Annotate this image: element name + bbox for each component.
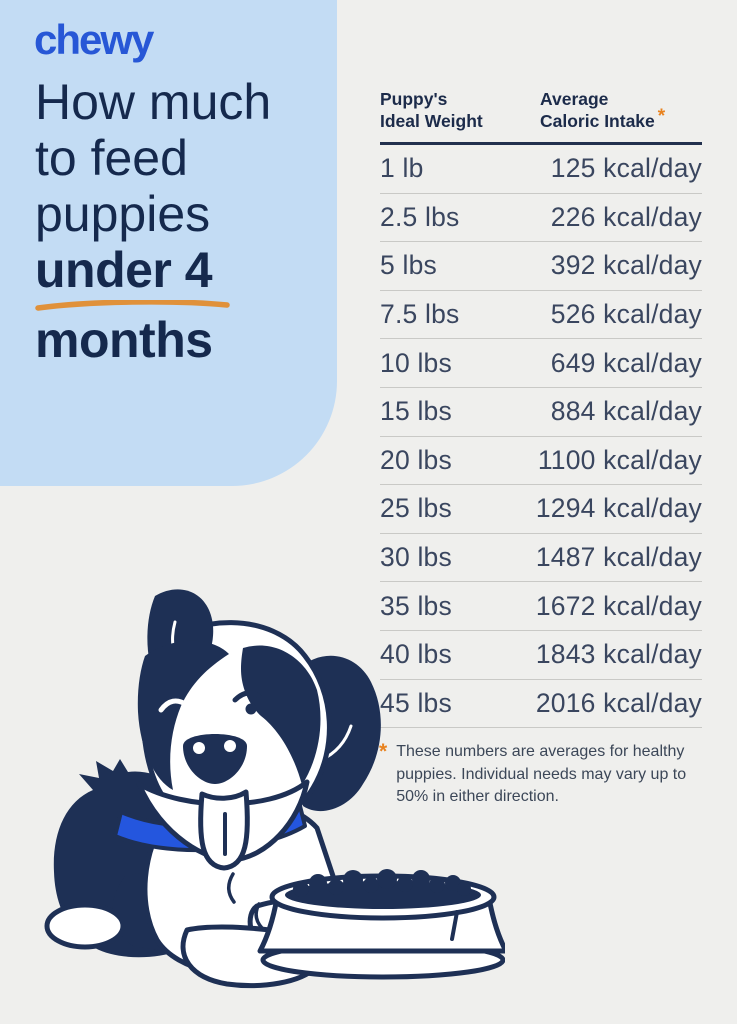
table-row: 1 lb 125 kcal/day xyxy=(380,145,702,194)
calories-cell: 526 kcal/day xyxy=(550,299,702,330)
table-row: 35 lbs 1672 kcal/day xyxy=(380,582,702,631)
asterisk-icon: * xyxy=(379,740,388,763)
weight-table-rows: 1 lb 125 kcal/day 2.5 lbs 226 kcal/day 5 lbs… xyxy=(380,145,702,729)
dog-left-eye xyxy=(158,698,190,713)
calories-cell: 649 kcal/day xyxy=(550,347,702,378)
calories-cell: 392 kcal/day xyxy=(550,250,702,281)
weight-cell: 10 lbs xyxy=(380,347,452,378)
title-line-3: puppies xyxy=(35,186,211,242)
table-row: 20 lbs 1100 kcal/day xyxy=(380,437,702,486)
title-line-4: under 4 xyxy=(35,242,213,298)
title-line-2: to feed xyxy=(35,130,188,186)
calories-cell: 884 kcal/day xyxy=(550,396,702,427)
table-row: 25 lbs 1294 kcal/day xyxy=(380,485,702,534)
calories-cell: 1100 kcal/day xyxy=(537,444,702,475)
title-line-1: How much xyxy=(35,74,272,130)
weight-table: Puppy's Ideal Weight Average Caloric Int… xyxy=(380,88,702,729)
table-row: 30 lbs 1487 kcal/day xyxy=(380,534,702,583)
footnote-text: These numbers are averages for healthy p… xyxy=(396,743,687,805)
column-header-weight: Puppy's Ideal Weight xyxy=(380,89,483,131)
weight-cell: 40 lbs xyxy=(380,639,452,670)
weight-cell: 20 lbs xyxy=(380,444,452,475)
page-title: How much to feed puppies under 4 months xyxy=(35,74,271,368)
weight-cell: 1 lb xyxy=(380,153,424,184)
weight-cell: 15 lbs xyxy=(380,396,452,427)
calories-cell: 125 kcal/day xyxy=(550,153,702,184)
kibble xyxy=(285,869,481,909)
table-row: 7.5 lbs 526 kcal/day xyxy=(380,291,702,340)
food-bowl xyxy=(257,869,505,980)
table-row: 45 lbs 2016 kcal/day xyxy=(380,680,702,729)
dog-right-eye xyxy=(232,690,264,703)
calories-cell: 2016 kcal/day xyxy=(535,687,702,718)
title-panel xyxy=(0,0,337,486)
calories-cell: 226 kcal/day xyxy=(550,201,702,232)
puppy-illustration xyxy=(44,589,505,989)
dog-head xyxy=(136,589,381,871)
table-header: Puppy's Ideal Weight Average Caloric Int… xyxy=(380,88,702,133)
table-row: 10 lbs 649 kcal/day xyxy=(380,339,702,388)
weight-cell: 7.5 lbs xyxy=(380,299,460,330)
footnote: * These numbers are averages for healthy… xyxy=(379,741,692,809)
weight-cell: 35 lbs xyxy=(380,590,452,621)
calories-cell: 1487 kcal/day xyxy=(535,542,702,573)
weight-cell: 2.5 lbs xyxy=(380,201,460,232)
table-row: 15 lbs 884 kcal/day xyxy=(380,388,702,437)
table-row: 40 lbs 1843 kcal/day xyxy=(380,631,702,680)
weight-cell: 25 lbs xyxy=(380,493,452,524)
weight-cell: 5 lbs xyxy=(380,250,437,281)
table-row: 5 lbs 392 kcal/day xyxy=(380,242,702,291)
dog-body xyxy=(44,759,378,989)
weight-cell: 45 lbs xyxy=(380,687,452,718)
calories-cell: 1672 kcal/day xyxy=(535,590,702,621)
calories-cell: 1843 kcal/day xyxy=(535,639,702,670)
chewy-logo: chewy xyxy=(34,16,154,63)
table-row: 2.5 lbs 226 kcal/day xyxy=(380,194,702,243)
column-header-calories: Average Caloric Intake * xyxy=(540,89,666,131)
header-rule xyxy=(380,142,702,145)
weight-cell: 30 lbs xyxy=(380,542,452,573)
title-line-5: months xyxy=(35,312,213,368)
orange-underline xyxy=(35,300,230,311)
calories-cell: 1294 kcal/day xyxy=(535,493,702,524)
asterisk-icon: * xyxy=(657,106,666,127)
